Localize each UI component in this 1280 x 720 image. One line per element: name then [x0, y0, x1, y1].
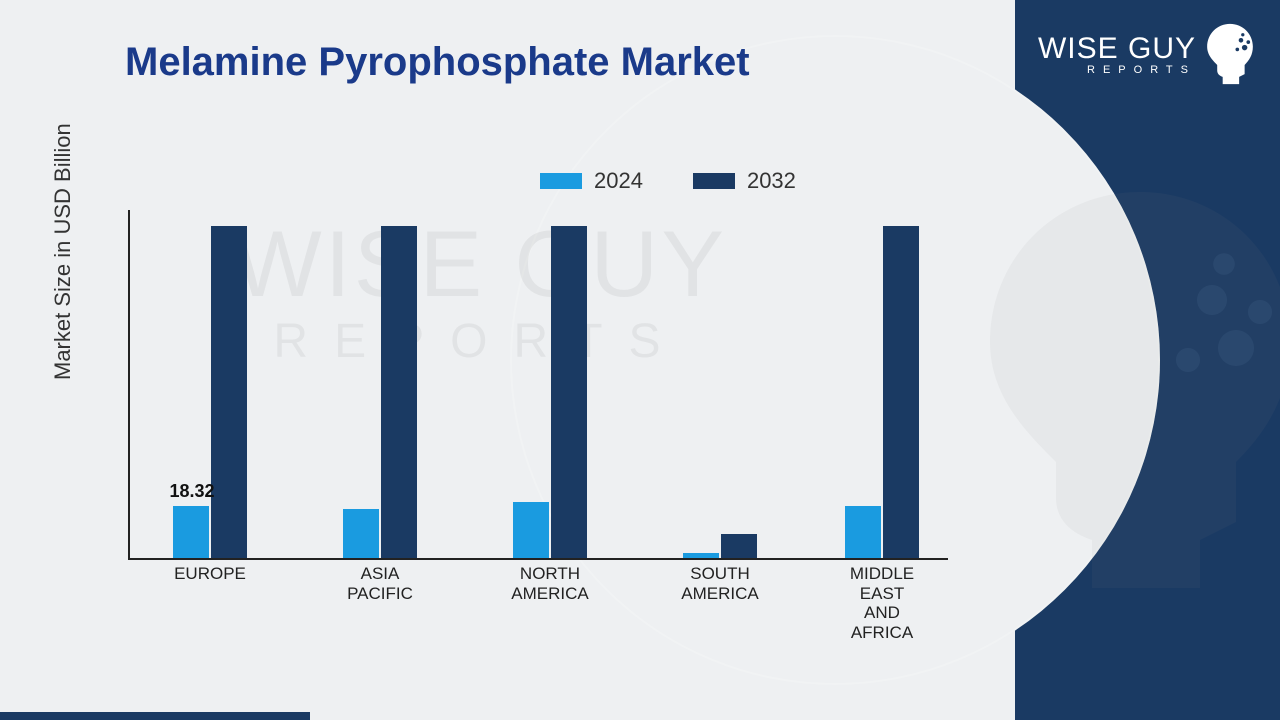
bar: [551, 226, 587, 559]
legend-item: 2024: [540, 168, 643, 194]
legend-label: 2032: [747, 168, 796, 194]
bar-group: MIDDLE EAST AND AFRICA: [812, 226, 952, 559]
bar: [343, 509, 379, 558]
chart-plot-area: EUROPEASIA PACIFICNORTH AMERICA SOUTH AME…: [128, 210, 948, 560]
bar-group: NORTH AMERICA: [480, 226, 620, 559]
bar: [513, 502, 549, 558]
category-label: EUROPE: [135, 558, 285, 584]
brand-line1: WISE GUY: [1038, 32, 1196, 66]
category-label: NORTH AMERICA: [475, 558, 625, 603]
legend-item: 2032: [693, 168, 796, 194]
brand-head-icon: [1202, 22, 1258, 86]
brand-line2: REPORTS: [1087, 64, 1196, 76]
bar: [721, 534, 757, 559]
legend-label: 2024: [594, 168, 643, 194]
category-label: SOUTH AMERICA: [645, 558, 795, 603]
category-label: ASIA PACIFIC: [305, 558, 455, 603]
chart-title: Melamine Pyrophosphate Market: [125, 40, 750, 85]
watermark-head-icon: [960, 180, 1280, 600]
bar-group: SOUTH AMERICA: [650, 534, 790, 559]
bar-group: EUROPE: [140, 226, 280, 559]
bar: [883, 226, 919, 559]
bar: [845, 506, 881, 559]
bar-group: ASIA PACIFIC: [310, 226, 450, 559]
bar-data-label: 18.32: [169, 481, 214, 502]
chart-legend: 2024 2032: [540, 168, 796, 194]
bottom-accent-bar: [0, 712, 310, 720]
bar: [173, 506, 209, 559]
brand-logo: WISE GUY REPORTS: [1038, 22, 1258, 86]
legend-swatch: [693, 173, 735, 189]
bar: [211, 226, 247, 559]
category-label: MIDDLE EAST AND AFRICA: [807, 558, 957, 642]
bar: [381, 226, 417, 559]
legend-swatch: [540, 173, 582, 189]
y-axis-label: Market Size in USD Billion: [50, 123, 76, 380]
